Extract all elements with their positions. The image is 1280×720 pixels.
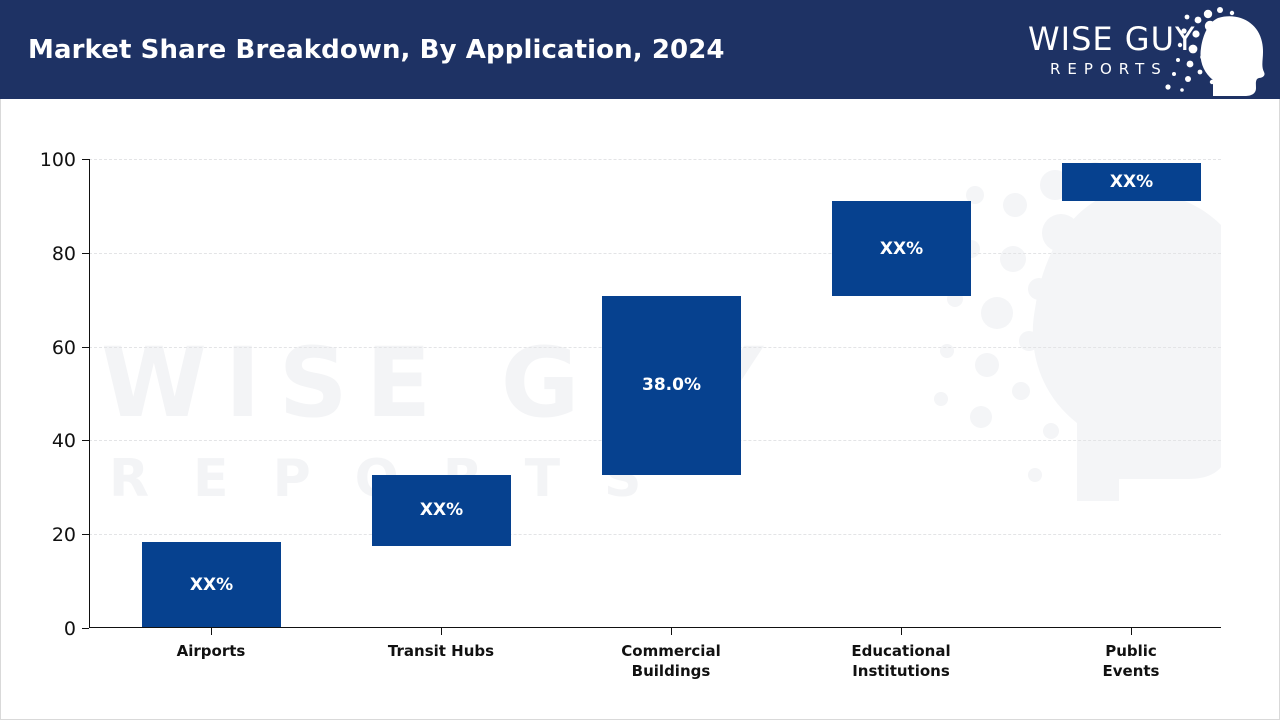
y-tick-label-100: 100 xyxy=(39,149,76,171)
x-tick-transit-hubs xyxy=(441,628,442,635)
bar-airports[interactable]: XX% xyxy=(142,542,281,628)
x-axis-label-commercial-buildings: Commercial Buildings xyxy=(621,642,721,680)
bar-label-commercial-buildings: 38.0% xyxy=(642,375,701,396)
gridline-20 xyxy=(89,534,1221,536)
y-tick-80: 80 xyxy=(52,243,89,265)
x-tick-airports xyxy=(211,628,212,635)
y-tick-label-20: 20 xyxy=(51,524,76,547)
y-tick-40: 40 xyxy=(52,430,89,452)
x-tick-educational-institutions xyxy=(901,628,902,635)
bar-label-educational-institutions: XX% xyxy=(879,238,924,259)
bar-commercial-buildings[interactable]: 38.0% xyxy=(602,296,741,475)
y-tick-label-60: 60 xyxy=(51,336,76,359)
y-tick-label-80: 80 xyxy=(51,242,76,265)
bar-label-transit-hubs: XX% xyxy=(419,500,464,521)
bar-transit-hubs[interactable]: XX% xyxy=(372,474,511,546)
y-tick-100: 100 xyxy=(40,149,89,171)
x-axis-label-educational-institutions: Educational Institutions xyxy=(851,642,951,680)
logo-wordmark-line1: WISE GUY xyxy=(1028,20,1196,58)
logo-wordmark-line2: REPORTS xyxy=(1050,60,1168,78)
y-axis-line xyxy=(89,159,90,628)
bar-public-events[interactable]: XX% xyxy=(1062,162,1201,202)
gridline-80 xyxy=(89,252,1221,254)
bar-educational-institutions[interactable]: XX% xyxy=(832,201,971,297)
y-tick-label-0: 0 xyxy=(63,618,76,640)
x-axis-label-public-events: Public Events xyxy=(1102,642,1160,680)
plot-area: WISE GUY REPORTS xyxy=(40,149,1221,680)
bar-label-public-events: XX% xyxy=(1109,171,1154,192)
gridline-100 xyxy=(89,159,1221,160)
page-header: Market Share Breakdown, By Application, … xyxy=(0,0,1280,99)
x-tick-public-events xyxy=(1131,628,1132,635)
x-axis-label-airports: Airports xyxy=(176,642,246,660)
x-axis-line xyxy=(89,627,1221,628)
y-tick-20: 20 xyxy=(52,524,89,546)
logo-head-icon xyxy=(1165,7,1265,96)
chart-container: WISE GUY REPORTS xyxy=(0,99,1280,720)
y-tick-60: 60 xyxy=(52,337,89,359)
x-axis-label-transit-hubs: Transit Hubs xyxy=(387,642,495,660)
page-title: Market Share Breakdown, By Application, … xyxy=(28,34,725,65)
y-tick-0: 0 xyxy=(64,618,89,640)
y-tick-label-40: 40 xyxy=(51,430,76,453)
wise-guy-reports-logo: WISE GUY REPORTS xyxy=(1028,7,1265,96)
x-tick-commercial-buildings xyxy=(671,628,672,635)
bar-label-airports: XX% xyxy=(189,575,234,596)
